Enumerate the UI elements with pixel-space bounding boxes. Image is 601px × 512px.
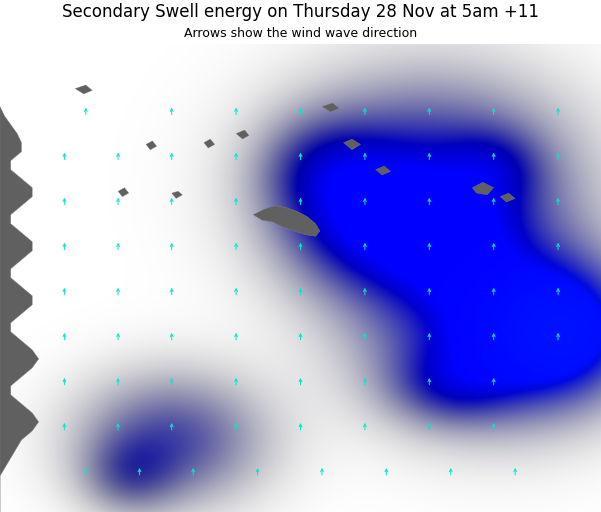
Polygon shape: [75, 85, 93, 94]
Polygon shape: [376, 166, 391, 175]
Polygon shape: [500, 193, 515, 202]
Polygon shape: [146, 141, 157, 150]
Polygon shape: [11, 0, 32, 8]
Polygon shape: [322, 103, 339, 112]
Polygon shape: [0, 106, 38, 512]
Polygon shape: [236, 130, 249, 139]
Polygon shape: [253, 206, 320, 237]
Text: Arrows show the wind wave direction: Arrows show the wind wave direction: [184, 28, 417, 40]
Polygon shape: [118, 188, 129, 197]
Polygon shape: [343, 139, 361, 150]
Text: Secondary Swell energy on Thursday 28 Nov at 5am +11: Secondary Swell energy on Thursday 28 No…: [62, 3, 539, 21]
Polygon shape: [472, 182, 493, 195]
Polygon shape: [215, 13, 236, 24]
Polygon shape: [204, 139, 215, 148]
Polygon shape: [172, 191, 183, 199]
